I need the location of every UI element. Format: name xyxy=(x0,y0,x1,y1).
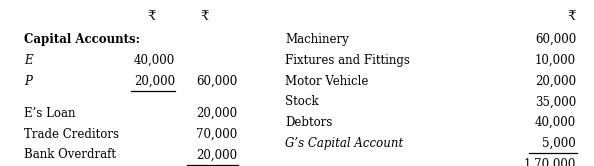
Text: 60,000: 60,000 xyxy=(197,75,238,88)
Text: ₹: ₹ xyxy=(201,10,209,23)
Text: Machinery: Machinery xyxy=(285,33,349,46)
Text: Capital Accounts:: Capital Accounts: xyxy=(24,33,140,46)
Text: ₹: ₹ xyxy=(568,10,576,23)
Text: Motor Vehicle: Motor Vehicle xyxy=(285,75,368,88)
Text: 20,000: 20,000 xyxy=(134,75,175,88)
Text: 70,000: 70,000 xyxy=(197,128,238,141)
Text: ₹: ₹ xyxy=(147,10,156,23)
Text: Fixtures and Fittings: Fixtures and Fittings xyxy=(285,54,410,67)
Text: 20,000: 20,000 xyxy=(535,75,576,88)
Text: E’s Loan: E’s Loan xyxy=(24,107,75,120)
Text: 10,000: 10,000 xyxy=(535,54,576,67)
Text: 35,000: 35,000 xyxy=(535,95,576,108)
Text: G’s Capital Account: G’s Capital Account xyxy=(285,137,403,150)
Text: 40,000: 40,000 xyxy=(535,116,576,129)
Text: Debtors: Debtors xyxy=(285,116,333,129)
Text: Trade Creditors: Trade Creditors xyxy=(24,128,119,141)
Text: 5,000: 5,000 xyxy=(542,137,576,150)
Text: Stock: Stock xyxy=(285,95,319,108)
Text: 20,000: 20,000 xyxy=(197,148,238,161)
Text: E: E xyxy=(24,54,33,67)
Text: 20,000: 20,000 xyxy=(197,107,238,120)
Text: Bank Overdraft: Bank Overdraft xyxy=(24,148,116,161)
Text: 1,70,000: 1,70,000 xyxy=(524,158,576,166)
Text: 40,000: 40,000 xyxy=(134,54,175,67)
Text: P: P xyxy=(24,75,31,88)
Text: 60,000: 60,000 xyxy=(535,33,576,46)
